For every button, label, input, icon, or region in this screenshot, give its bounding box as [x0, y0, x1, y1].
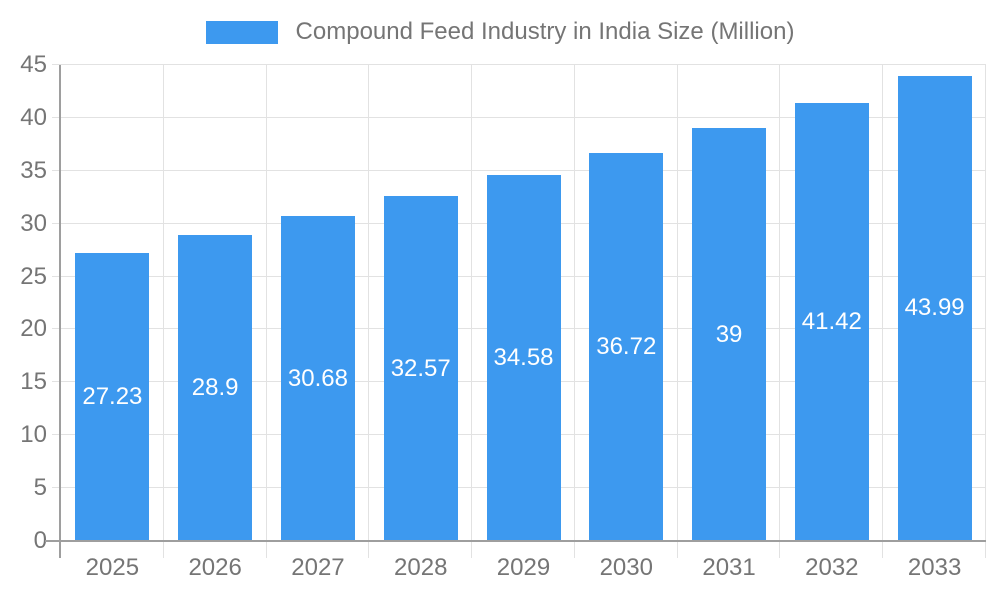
x-axis-tick — [162, 541, 164, 558]
x-axis-tick — [779, 541, 781, 558]
x-axis-tick-label: 2032 — [805, 554, 859, 581]
x-axis-tick-label: 2030 — [599, 554, 653, 581]
gridline-vertical — [265, 65, 267, 541]
y-axis-tick — [52, 169, 61, 171]
y-axis-tick — [52, 222, 61, 224]
x-axis-tick — [985, 541, 986, 558]
gridline-horizontal — [61, 64, 986, 65]
y-axis-tick-label: 30 — [20, 209, 47, 237]
x-axis-tick-label: 2026 — [188, 554, 242, 581]
y-axis-tick-label: 5 — [33, 474, 47, 502]
bar-2027[interactable]: 30.68 — [280, 216, 355, 541]
bar-2029[interactable]: 34.58 — [486, 175, 561, 541]
y-axis-tick — [52, 487, 61, 489]
bar-value-label: 30.68 — [287, 364, 348, 392]
y-axis-tick-label: 25 — [20, 262, 47, 290]
bar-2030[interactable]: 36.72 — [589, 152, 664, 541]
bar-2026[interactable]: 28.9 — [178, 235, 253, 541]
bar-value-label: 36.72 — [596, 332, 657, 360]
gridline-vertical — [471, 65, 473, 541]
x-axis-tick-label: 2028 — [394, 554, 448, 581]
y-axis-tick — [52, 434, 61, 436]
x-axis-tick — [368, 541, 370, 558]
gridline-vertical — [368, 65, 370, 541]
x-axis-tick-label: 2025 — [85, 554, 140, 581]
gridline-vertical — [676, 65, 678, 541]
bar-2031[interactable]: 39 — [692, 128, 767, 541]
x-axis-tick-label: 2029 — [496, 554, 551, 581]
y-axis-tick — [52, 275, 61, 277]
bar-value-label: 27.23 — [82, 382, 143, 410]
gridline-vertical — [779, 65, 781, 541]
bar-value-label: 39 — [715, 320, 743, 348]
gridline-vertical — [573, 65, 575, 541]
bar-2032[interactable]: 41.42 — [794, 102, 869, 541]
y-axis-tick-label: 0 — [33, 527, 47, 554]
legend-label: Compound Feed Industry in India Size (Mi… — [295, 18, 795, 45]
y-axis-tick-label: 10 — [20, 421, 47, 449]
y-axis-line — [59, 65, 61, 558]
x-axis-tick — [882, 541, 884, 558]
gridline-horizontal — [61, 169, 986, 171]
bar-2025[interactable]: 27.23 — [75, 252, 150, 541]
y-axis-tick — [52, 64, 61, 65]
bar-value-label: 43.99 — [904, 294, 965, 322]
y-axis-tick — [52, 328, 61, 330]
bar-value-label: 41.42 — [801, 307, 862, 335]
y-axis-tick — [52, 381, 61, 383]
gridline-vertical — [162, 65, 164, 541]
legend-item[interactable]: Compound Feed Industry in India Size (Mi… — [0, 16, 1000, 48]
gridline-horizontal — [61, 116, 986, 118]
x-axis-tick — [676, 541, 678, 558]
y-axis-tick-label: 45 — [20, 51, 47, 78]
x-axis-tick-label: 2027 — [291, 554, 345, 581]
y-axis-tick-label: 40 — [20, 103, 47, 131]
y-axis-tick — [52, 116, 61, 118]
y-axis-tick-label: 15 — [20, 368, 47, 396]
x-axis-tick-label: 2031 — [702, 554, 756, 581]
bar-value-label: 28.9 — [191, 374, 239, 402]
legend-swatch-icon — [205, 20, 278, 44]
bar-2033[interactable]: 43.99 — [897, 75, 972, 541]
bar-value-label: 32.57 — [390, 354, 451, 382]
y-axis-tick-label: 35 — [20, 156, 47, 184]
y-axis-tick-label: 20 — [20, 315, 47, 343]
x-axis-tick — [265, 541, 267, 558]
gridline-vertical — [985, 65, 986, 541]
gridline-vertical — [882, 65, 884, 541]
x-axis-tick — [471, 541, 473, 558]
x-axis-tick-label: 2033 — [907, 554, 962, 581]
bar-value-label: 34.58 — [493, 344, 554, 372]
x-axis-tick — [573, 541, 575, 558]
x-axis-line — [45, 540, 986, 542]
bar-2028[interactable]: 32.57 — [383, 196, 458, 541]
